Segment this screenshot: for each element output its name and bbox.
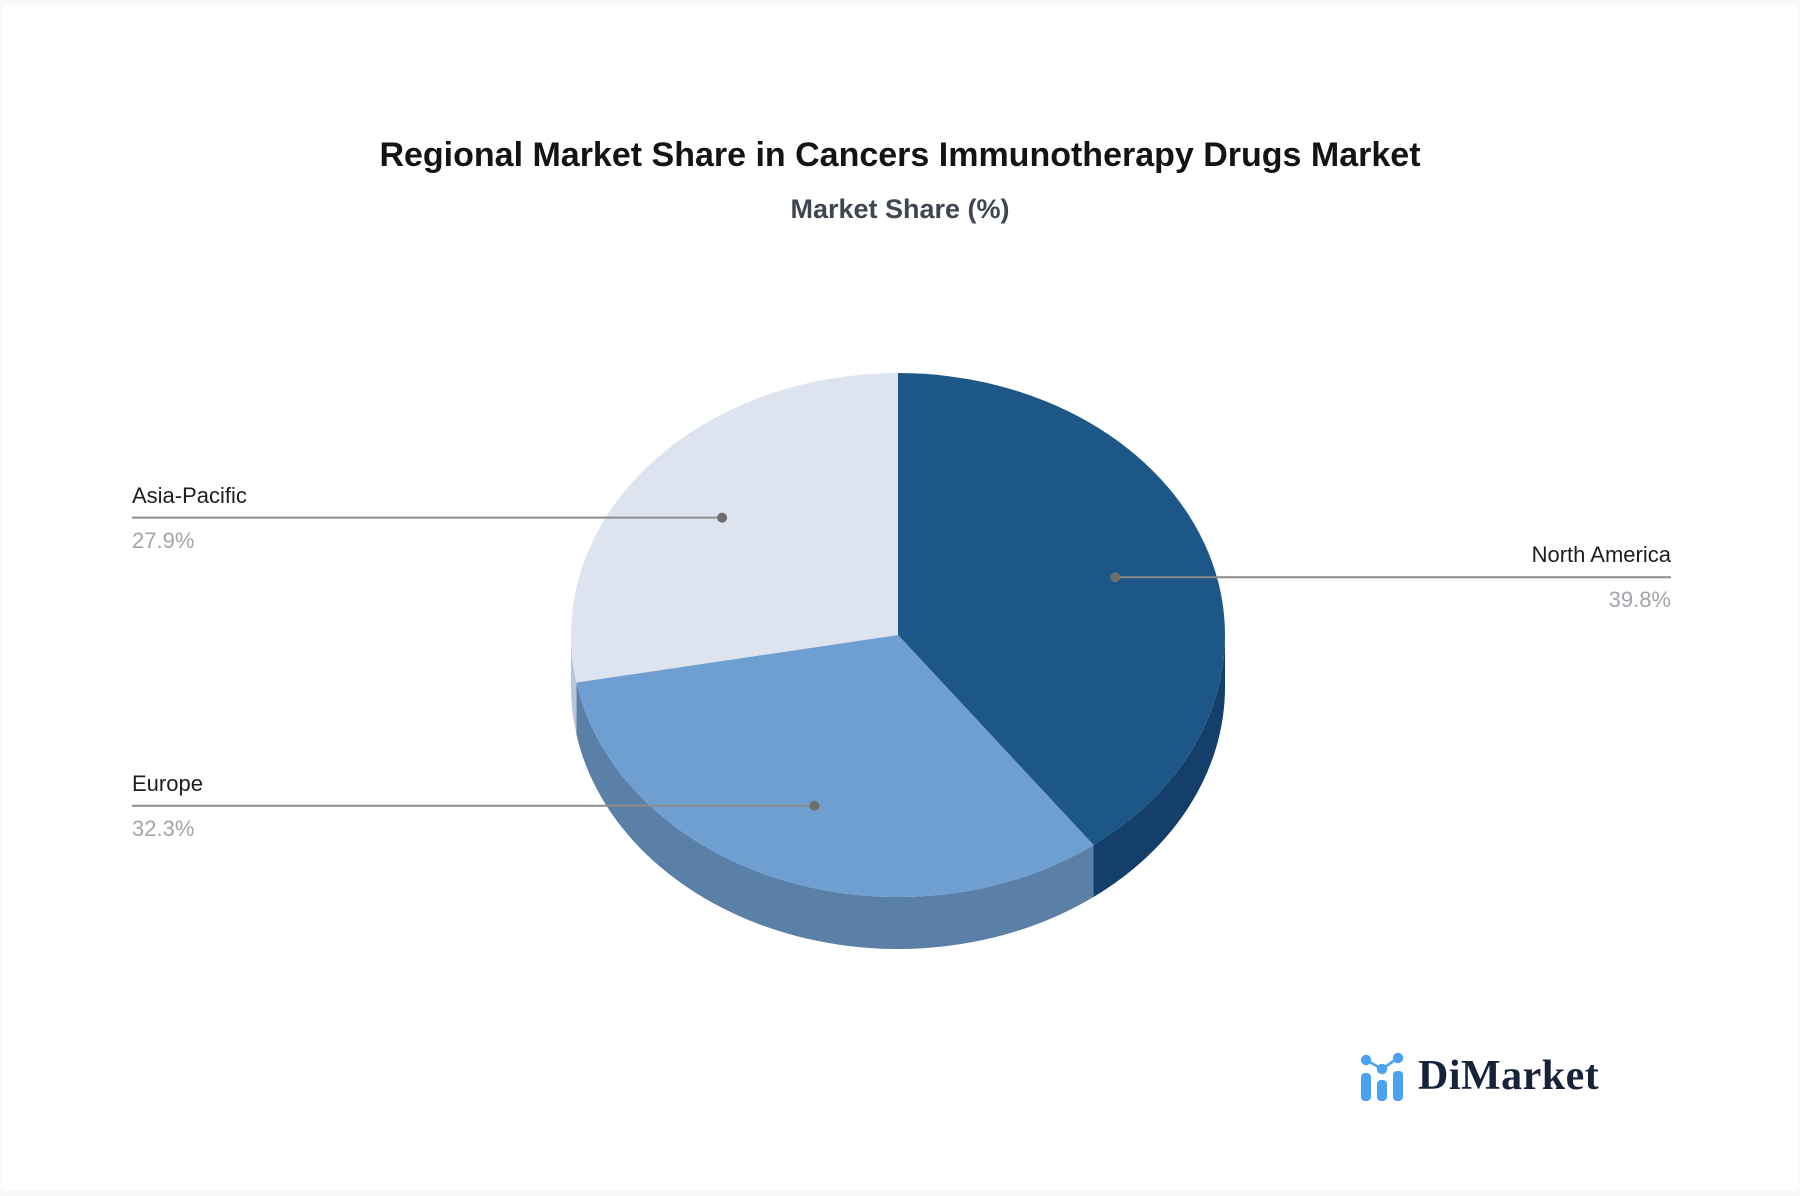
leader-dot-asia-pacific	[717, 512, 728, 523]
top-edge-strip	[0, 0, 1800, 5]
chart-title: Regional Market Share in Cancers Immunot…	[379, 136, 1421, 174]
pie-value-europe: 32.3%	[132, 815, 195, 841]
pie-slice-side-north-america	[1093, 635, 1225, 898]
bottom-edge-strip	[0, 1190, 1800, 1196]
chart-subtitle: Market Share (%)	[790, 194, 1010, 224]
pie-value-asia-pacific: 27.9%	[132, 527, 195, 553]
left-edge-strip	[0, 0, 3, 1196]
pie-slice-side-europe	[576, 682, 1094, 949]
leader-dot-europe	[809, 800, 820, 811]
bar-chart-line-icon	[1360, 1052, 1404, 1101]
brand-logo-text: DiMarket	[1418, 1053, 1600, 1099]
leader-dot-north-america	[1110, 572, 1121, 583]
right-edge-strip	[1797, 0, 1800, 1196]
pie-slice-asia-pacific	[570, 373, 898, 683]
pie-slice-side-asia-pacific	[571, 635, 577, 735]
pie-value-north-america: 39.8%	[1608, 587, 1671, 613]
brand-logo: DiMarket	[1360, 1042, 1599, 1102]
pie-label-asia-pacific: Asia-Pacific	[132, 482, 247, 508]
pie-slice-north-america	[898, 373, 1225, 846]
pie-label-north-america: North America	[1531, 542, 1671, 568]
pie-slice-europe	[576, 635, 1094, 897]
pie-label-europe: Europe	[132, 770, 203, 796]
